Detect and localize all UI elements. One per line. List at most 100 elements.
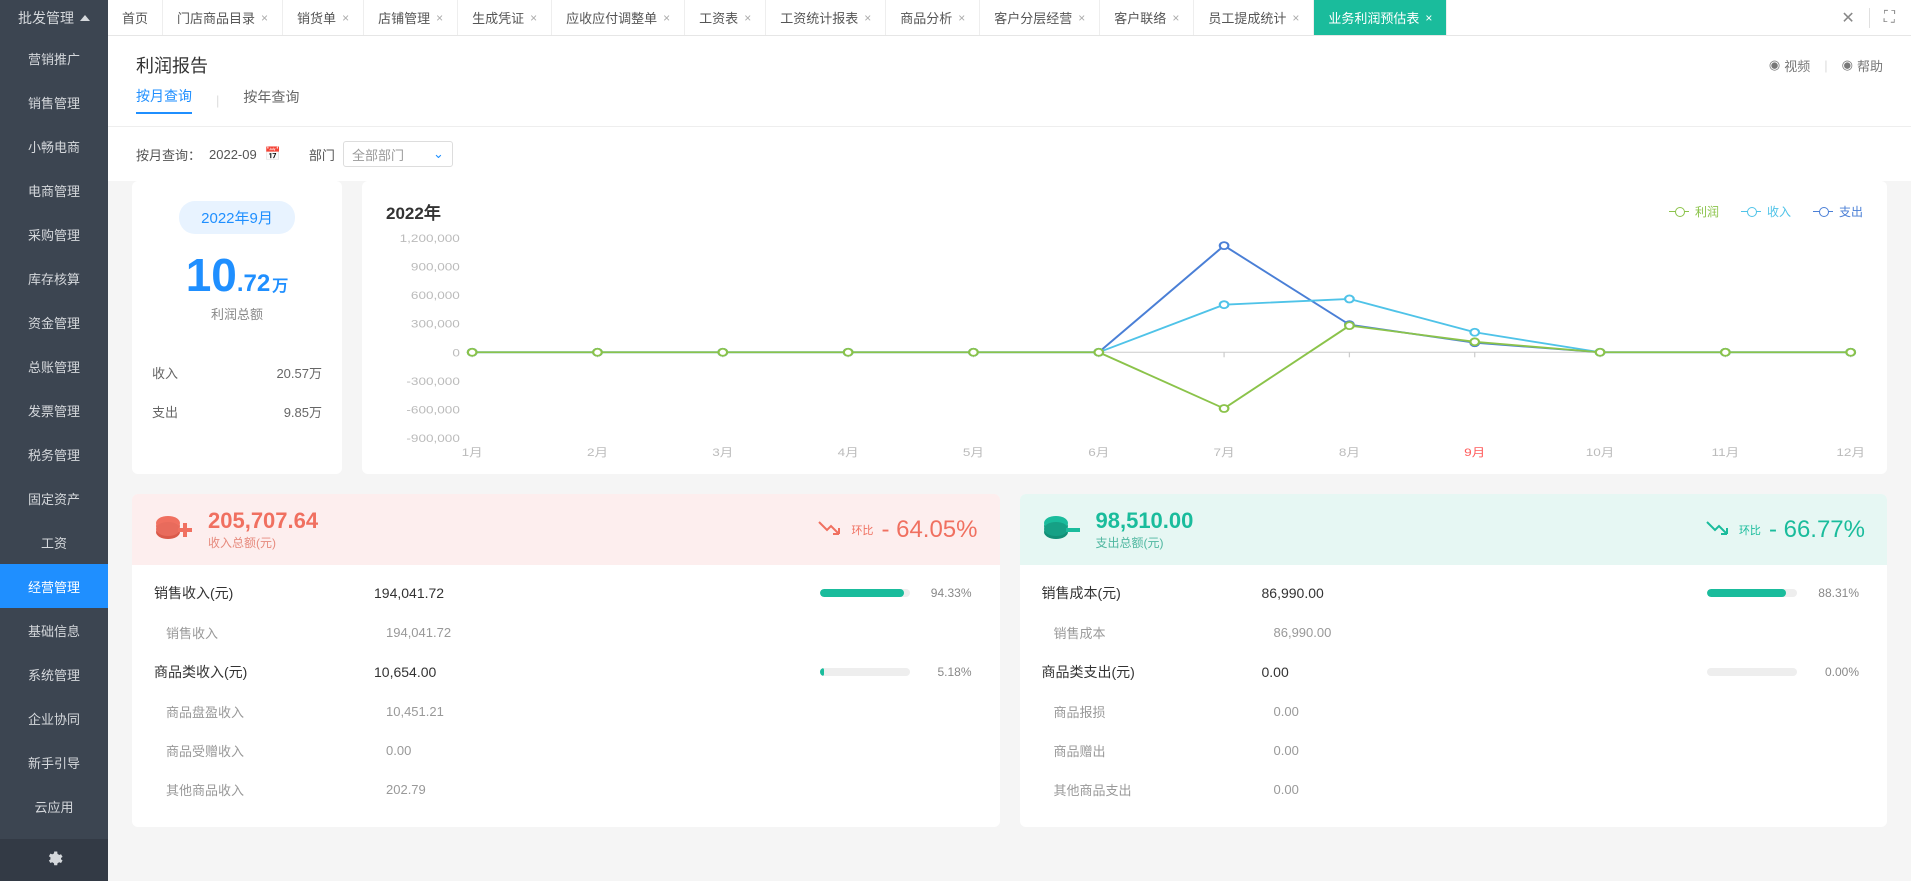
data-sub-row: 商品受赠收入0.00 [154,731,978,770]
close-icon[interactable]: × [1292,11,1299,25]
tab[interactable]: 客户联络 × [1100,0,1194,35]
close-icon[interactable]: × [958,11,965,25]
svg-text:600,000: 600,000 [411,289,460,301]
sidebar-item[interactable]: 企业协同 [0,696,108,740]
svg-text:300,000: 300,000 [411,318,460,330]
tab[interactable]: 首页 [108,0,163,35]
tab[interactable]: 员工提成统计× [1194,0,1314,35]
expense-panel-header: 98,510.00 支出总额(元) 环比 - 66.77% [1020,494,1888,565]
sidebar-item[interactable]: 税务管理 [0,432,108,476]
row-label: 销售成本 [1054,623,1274,642]
expense-rows: 销售成本(元)86,990.0088.31%销售成本86,990.00商品类支出… [1020,565,1888,827]
sidebar-item[interactable]: 经营管理 [0,564,108,608]
sidebar-item[interactable]: 固定资产 [0,476,108,520]
data-row: 商品类支出(元)0.000.00% [1042,652,1866,692]
sidebar-item[interactable]: 新手引导 [0,740,108,784]
tab[interactable]: 客户分层经营× [980,0,1100,35]
tab[interactable]: 工资表× [685,0,766,35]
legend-income[interactable]: 收入 [1741,203,1791,220]
tab[interactable]: 生成凭证× [458,0,552,35]
tab-label: 首页 [122,8,148,27]
close-icon[interactable]: × [663,11,670,25]
data-sub-row: 销售收入194,041.72 [154,613,978,652]
close-icon[interactable]: × [436,11,443,25]
row-label: 商品盘盈收入 [166,702,386,721]
calendar-icon[interactable]: 📅 [265,146,281,162]
income-rows: 销售收入(元)194,041.7294.33%销售收入194,041.72商品类… [132,565,1000,827]
sidebar-item[interactable]: 发票管理 [0,388,108,432]
sidebar: 批发管理 营销推广销售管理小畅电商电商管理采购管理库存核算资金管理总账管理发票管… [0,0,108,881]
legend-profit[interactable]: 利润 [1669,203,1719,220]
row-pct: 88.31% [1807,586,1859,600]
tab[interactable]: 店铺管理× [364,0,458,35]
period-badge: 2022年9月 [179,201,295,234]
tab[interactable]: 门店商品目录 × [163,0,283,35]
sidebar-item[interactable]: 销售管理 [0,80,108,124]
sidebar-items: 营销推广销售管理小畅电商电商管理采购管理库存核算资金管理总账管理发票管理税务管理… [0,36,108,839]
close-icon[interactable]: × [1172,11,1179,25]
tab[interactable]: 业务利润预估表 × [1314,0,1447,35]
expense-amount-label: 支出总额(元) [1096,534,1194,551]
row-value: 194,041.72 [374,585,554,601]
close-icon[interactable]: × [261,11,268,25]
row-label: 商品类收入(元) [154,662,374,682]
data-row: 销售成本(元)86,990.0088.31% [1042,573,1866,613]
video-link[interactable]: ◉ 视频 [1769,56,1810,75]
sidebar-item[interactable]: 库存核算 [0,256,108,300]
sidebar-item[interactable]: 资金管理 [0,300,108,344]
content: 2022年9月 10.72万 利润总额 收入 20.57万 支出 9.85万 [108,181,1911,881]
sidebar-item[interactable]: 工资 [0,520,108,564]
sidebar-item[interactable]: 系统管理 [0,652,108,696]
tab[interactable]: 应收应付调整单× [552,0,685,35]
filter-month-label: 按月查询： [136,145,201,164]
sub-tab-monthly[interactable]: 按月查询 [136,86,192,114]
sidebar-header-label: 批发管理 [18,8,74,28]
chevron-down-icon: ⌄ [433,146,444,162]
sub-tabs: 按月查询 | 按年查询 [108,86,1911,127]
filter-row: 按月查询： 2022-09 📅 部门 全部部门 ⌄ [108,127,1911,181]
close-all-tabs-icon[interactable]: ✕ [1841,8,1854,28]
sidebar-item[interactable]: 小畅电商 [0,124,108,168]
sidebar-item[interactable]: 云应用 [0,784,108,828]
income-panel: 205,707.64 收入总额(元) 环比 - 64.05% [132,494,1000,827]
tab-label: 业务利润预估表 [1328,8,1419,27]
filter-month-value[interactable]: 2022-09 [209,147,257,162]
trend-down-icon [817,518,843,541]
help-link[interactable]: ◉ 帮助 [1842,56,1883,75]
sidebar-header[interactable]: 批发管理 [0,0,108,36]
close-icon[interactable]: × [1425,11,1432,25]
close-icon[interactable]: × [530,11,537,25]
sidebar-item[interactable]: 营销推广 [0,36,108,80]
filter-dept: 部门 全部部门 ⌄ [309,141,453,167]
sub-tab-yearly[interactable]: 按年查询 [243,87,299,113]
dept-select[interactable]: 全部部门 ⌄ [343,141,453,167]
tab[interactable]: 销货单 × [283,0,364,35]
sidebar-item[interactable]: 电商管理 [0,168,108,212]
sidebar-item[interactable]: 采购管理 [0,212,108,256]
close-icon[interactable]: × [864,11,871,25]
row-label: 商品类支出(元) [1042,662,1262,682]
sidebar-item[interactable]: 基础信息 [0,608,108,652]
svg-text:5月: 5月 [963,446,984,458]
tab-label: 客户联络 [1114,8,1166,27]
page-title: 利润报告 [136,52,208,78]
close-icon[interactable]: × [744,11,751,25]
chart-area: 1,200,000900,000600,000300,0000-300,000-… [386,232,1863,462]
sidebar-footer[interactable] [0,839,108,881]
tab[interactable]: 工资统计报表× [766,0,886,35]
tab-label: 门店商品目录 [177,8,255,27]
close-icon[interactable]: × [342,11,349,25]
legend-expense[interactable]: 支出 [1813,203,1863,220]
tab[interactable]: 商品分析× [886,0,980,35]
svg-text:-900,000: -900,000 [406,432,460,444]
row-value: 86,990.00 [1262,585,1442,601]
close-icon[interactable]: × [1078,11,1085,25]
row-label: 销售收入 [166,623,386,642]
svg-text:11月: 11月 [1712,446,1740,458]
filter-month: 按月查询： 2022-09 📅 [136,145,281,164]
fullscreen-icon[interactable]: ⛶ [1884,9,1895,27]
svg-text:1月: 1月 [462,446,483,458]
tab-label: 销货单 [297,8,336,27]
sidebar-item[interactable]: 总账管理 [0,344,108,388]
row-label: 商品报损 [1054,702,1274,721]
